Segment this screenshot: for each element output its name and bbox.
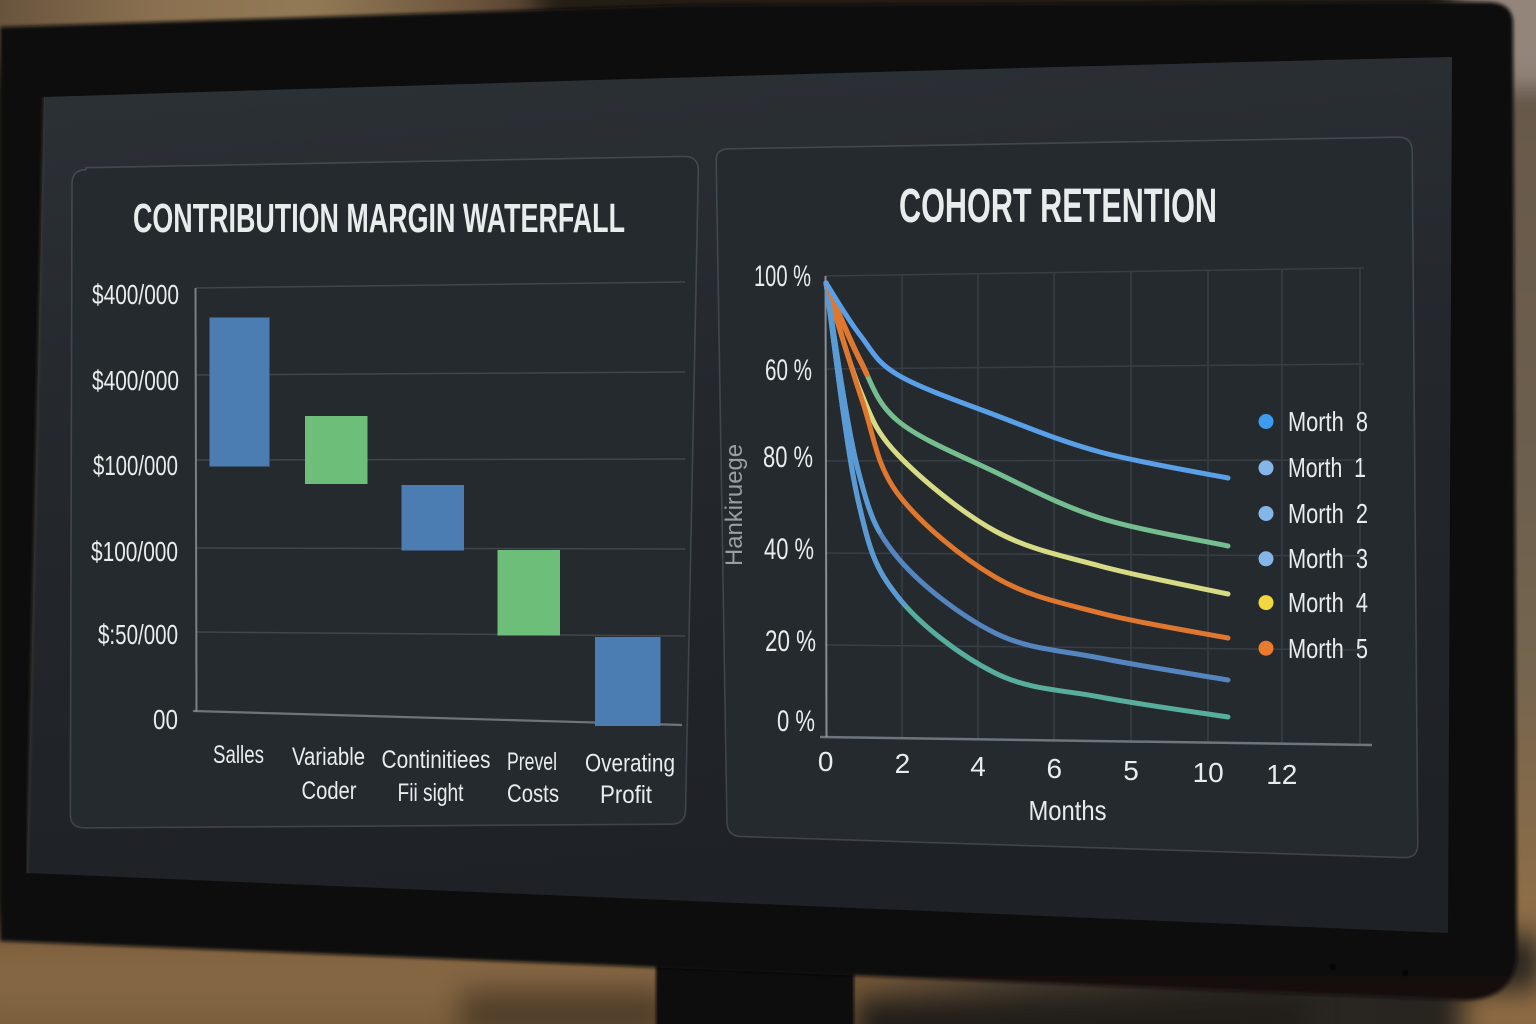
- svg-text:Morth 2: Morth 2: [1288, 498, 1368, 529]
- svg-text:$100/000: $100/000: [93, 450, 178, 481]
- svg-text:60 %: 60 %: [765, 354, 812, 387]
- svg-text:0: 0: [818, 746, 834, 777]
- svg-text:Morth 5: Morth 5: [1288, 633, 1368, 664]
- svg-text:Hankiruege: Hankiruege: [721, 444, 748, 566]
- svg-text:12: 12: [1266, 759, 1297, 790]
- svg-text:Continitiees: Continitiees: [382, 746, 491, 774]
- svg-text:10: 10: [1193, 757, 1224, 788]
- svg-text:Profit: Profit: [600, 781, 652, 809]
- svg-text:$:50/000: $:50/000: [98, 619, 178, 650]
- svg-text:Morth 1: Morth 1: [1288, 452, 1366, 483]
- svg-text:CONTRIBUTION MARGIN WATERFALL: CONTRIBUTION MARGIN WATERFALL: [133, 195, 625, 241]
- svg-text:COHORT RETENTION: COHORT RETENTION: [899, 180, 1217, 233]
- svg-text:00: 00: [153, 704, 178, 735]
- svg-text:2: 2: [895, 748, 911, 779]
- svg-text:40 %: 40 %: [764, 533, 814, 566]
- svg-text:0 %: 0 %: [777, 705, 815, 738]
- svg-text:20 %: 20 %: [765, 625, 816, 658]
- svg-text:Morth 8: Morth 8: [1288, 406, 1368, 437]
- svg-text:Morth 3: Morth 3: [1288, 543, 1368, 574]
- svg-text:100 %: 100 %: [754, 260, 811, 293]
- svg-text:Costs: Costs: [507, 780, 559, 808]
- svg-text:80 %: 80 %: [763, 441, 813, 474]
- svg-text:Overating: Overating: [585, 750, 675, 778]
- svg-text:$400/000: $400/000: [92, 279, 179, 310]
- svg-text:Morth 4: Morth 4: [1288, 587, 1368, 618]
- svg-text:Coder: Coder: [302, 777, 357, 805]
- svg-text:Fii sight: Fii sight: [398, 779, 464, 807]
- svg-text:5: 5: [1123, 755, 1139, 786]
- svg-text:$100/000: $100/000: [91, 536, 178, 567]
- svg-text:6: 6: [1047, 753, 1063, 784]
- svg-text:Months: Months: [1029, 795, 1107, 826]
- svg-text:4: 4: [970, 751, 986, 782]
- svg-text:Variable: Variable: [292, 743, 365, 771]
- svg-text:Salles: Salles: [213, 741, 264, 769]
- svg-text:Prevel: Prevel: [507, 748, 557, 776]
- svg-text:$400/000: $400/000: [92, 365, 179, 396]
